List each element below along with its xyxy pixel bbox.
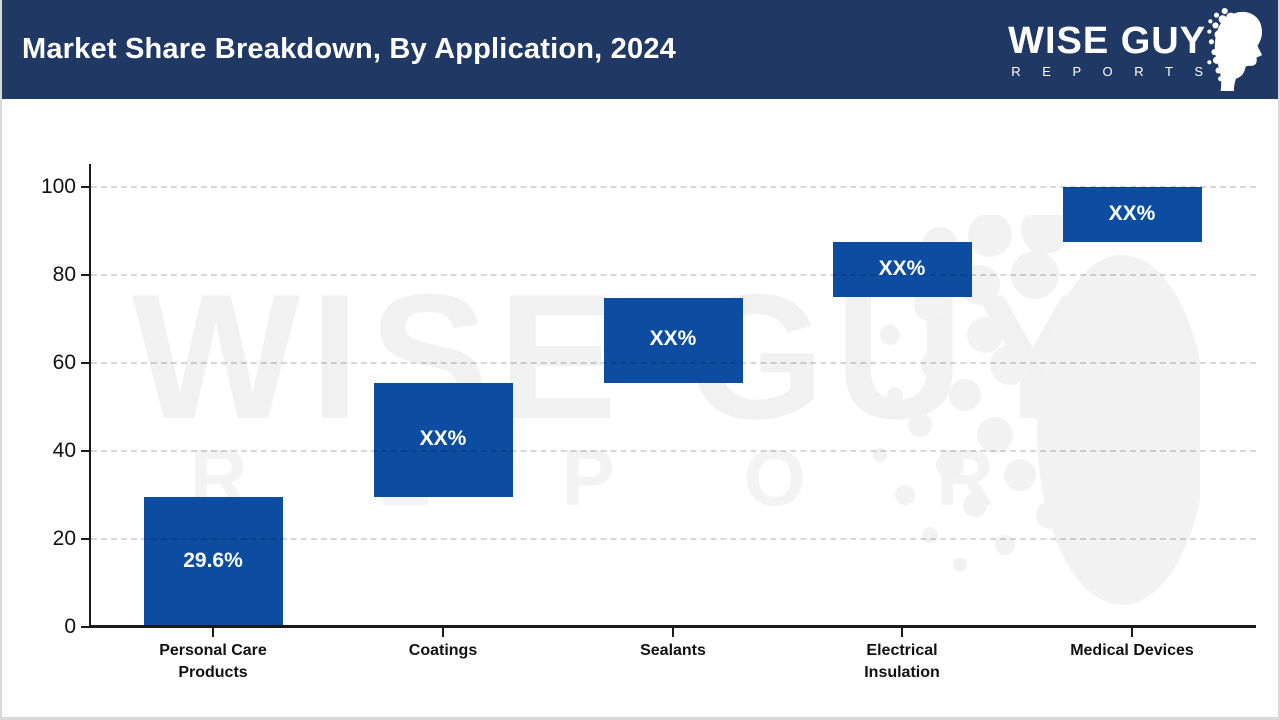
y-tick-label: 60 bbox=[52, 351, 76, 374]
y-tick-label: 40 bbox=[52, 439, 76, 462]
x-category-label: Personal Care Products bbox=[159, 642, 267, 681]
y-gridline bbox=[91, 450, 1256, 452]
y-tick bbox=[81, 362, 90, 364]
chart-bar bbox=[832, 242, 972, 297]
y-tick-label: 80 bbox=[52, 263, 76, 286]
x-tick bbox=[1131, 628, 1133, 637]
bar-value-label: XX% bbox=[878, 256, 926, 280]
wiseguy-logo: WISE GUY R E P O R T S bbox=[1002, 7, 1278, 93]
y-tick-label: 100 bbox=[40, 175, 76, 198]
logo-subtitle: R E P O R T S bbox=[1011, 63, 1212, 79]
chart-bar bbox=[143, 496, 283, 627]
x-category-label: Coatings bbox=[408, 642, 478, 659]
bar-value-label: XX% bbox=[419, 426, 467, 450]
chart-bar bbox=[603, 297, 743, 383]
y-tick bbox=[81, 626, 90, 628]
wiseguy-logo-text: WISE GUY R E P O R T S bbox=[1002, 22, 1212, 78]
y-tick-label: 20 bbox=[52, 527, 76, 550]
bar-value-label: XX% bbox=[1108, 201, 1156, 225]
y-tick bbox=[81, 450, 90, 452]
logo-wordmark: WISE GUY bbox=[1008, 19, 1207, 62]
page-title: Market Share Breakdown, By Application, … bbox=[22, 33, 676, 65]
x-tick bbox=[672, 628, 674, 637]
y-tick bbox=[81, 538, 90, 540]
wiseguy-head-icon bbox=[1207, 7, 1263, 91]
header-bar: Market Share Breakdown, By Application, … bbox=[2, 0, 1278, 99]
y-gridline bbox=[91, 274, 1256, 276]
waterfall-chart: WISE GUY R E P O R T S 02040608010029.6%… bbox=[2, 99, 1278, 717]
y-axis bbox=[89, 164, 91, 628]
chart-bar bbox=[373, 382, 513, 497]
x-tick bbox=[442, 628, 444, 637]
y-gridline bbox=[91, 186, 1256, 188]
x-category-label: Sealants bbox=[640, 642, 706, 659]
x-axis bbox=[89, 625, 1256, 628]
y-gridline bbox=[91, 538, 1256, 540]
y-tick-label: 0 bbox=[64, 615, 76, 638]
x-tick bbox=[212, 628, 214, 637]
x-category-label: Medical Devices bbox=[1070, 642, 1194, 659]
chart-bar bbox=[1062, 187, 1202, 242]
x-category-label: Electrical Insulation bbox=[864, 642, 940, 681]
y-tick bbox=[81, 186, 90, 188]
y-gridline bbox=[91, 362, 1256, 364]
y-tick bbox=[81, 274, 90, 276]
bar-value-label: XX% bbox=[649, 327, 697, 351]
bar-value-label: 29.6% bbox=[183, 548, 243, 572]
x-tick bbox=[901, 628, 903, 637]
